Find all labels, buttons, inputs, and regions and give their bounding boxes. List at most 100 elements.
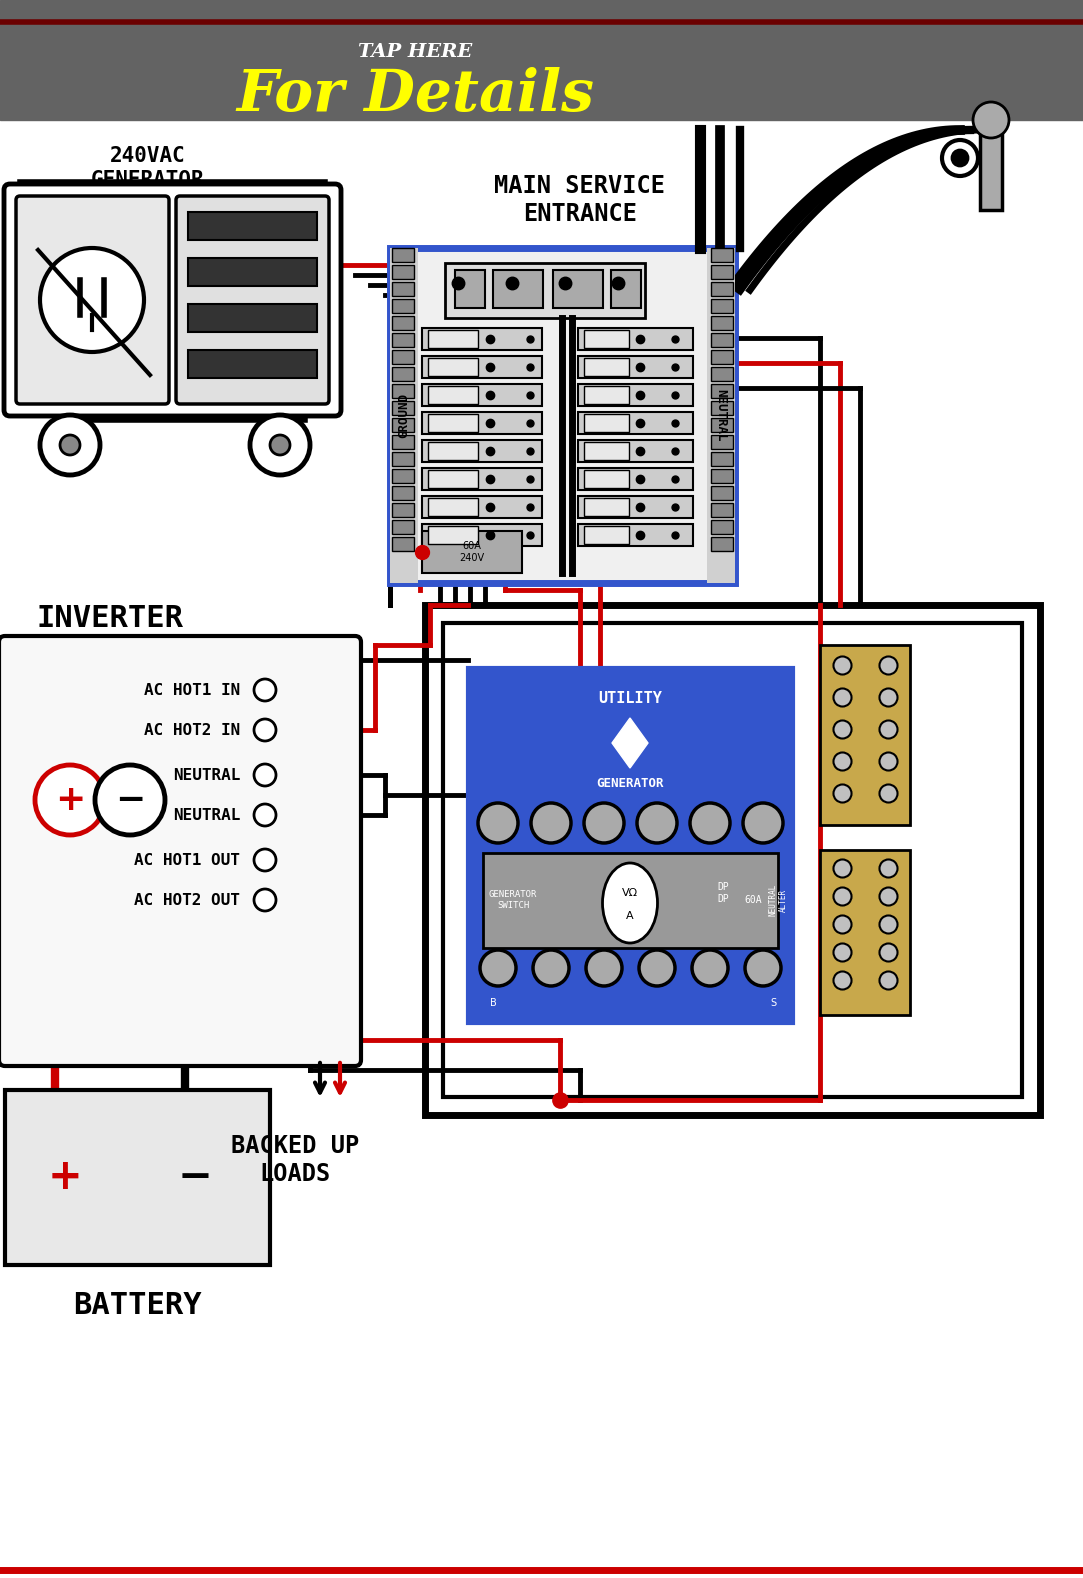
Bar [188, 350, 317, 379]
Bar [445, 264, 645, 319]
Bar [578, 412, 693, 434]
Circle shape [745, 950, 781, 986]
Circle shape [35, 765, 105, 835]
Bar [712, 537, 733, 551]
Text: NEUTRAL: NEUTRAL [172, 808, 240, 822]
Bar [578, 469, 693, 491]
Bar [392, 298, 414, 312]
Circle shape [952, 150, 968, 166]
Circle shape [637, 803, 677, 843]
Bar [392, 486, 414, 500]
FancyBboxPatch shape [16, 196, 169, 404]
Text: NEUTRAL: NEUTRAL [172, 767, 240, 783]
Bar [392, 469, 414, 483]
Text: 60A: 60A [744, 895, 761, 906]
Text: 240VAC
GENERATOR: 240VAC GENERATOR [91, 147, 205, 189]
Bar [392, 265, 414, 279]
Bar [712, 333, 733, 347]
Bar [428, 470, 478, 488]
Bar [422, 412, 542, 434]
Circle shape [255, 805, 276, 825]
Circle shape [40, 415, 100, 475]
Text: AC HOT2 IN: AC HOT2 IN [144, 723, 240, 737]
Bar [422, 469, 542, 491]
Circle shape [270, 436, 290, 454]
Bar [712, 401, 733, 415]
Bar [483, 854, 778, 948]
Circle shape [40, 248, 144, 352]
Bar [712, 486, 733, 500]
Text: B: B [490, 997, 496, 1008]
Bar [392, 248, 414, 262]
Bar [578, 440, 693, 462]
Bar [584, 358, 629, 376]
Bar [493, 270, 543, 308]
Text: TAP HERE: TAP HERE [357, 43, 472, 62]
Bar [428, 330, 478, 349]
Bar [188, 211, 317, 240]
Bar [584, 413, 629, 432]
Bar [712, 282, 733, 297]
Bar [392, 451, 414, 466]
Bar [422, 532, 522, 573]
Circle shape [255, 764, 276, 786]
Circle shape [531, 803, 571, 843]
Bar [712, 418, 733, 432]
Text: BACKED UP
LOADS: BACKED UP LOADS [231, 1135, 360, 1187]
Bar [980, 120, 1002, 210]
Bar [584, 525, 629, 544]
Bar [712, 265, 733, 279]
Bar [188, 305, 317, 331]
Bar [428, 525, 478, 544]
Bar [712, 248, 733, 262]
Bar [428, 442, 478, 461]
Circle shape [973, 103, 1009, 137]
Bar [422, 495, 542, 518]
Bar [820, 645, 910, 825]
Text: AC HOT2 OUT: AC HOT2 OUT [134, 893, 240, 907]
Bar [584, 387, 629, 404]
Circle shape [255, 849, 276, 871]
Bar [712, 368, 733, 380]
Bar [422, 524, 542, 546]
Bar [707, 248, 735, 582]
Bar [443, 623, 1022, 1097]
Text: −: − [115, 783, 145, 817]
Bar [584, 330, 629, 349]
Bar [188, 257, 317, 286]
Text: For Details: For Details [236, 66, 593, 123]
Text: INVERTER: INVERTER [37, 603, 183, 633]
Bar [584, 499, 629, 516]
Bar [392, 521, 414, 533]
Text: +: + [55, 783, 86, 817]
Bar [392, 282, 414, 297]
Text: BATTERY: BATTERY [73, 1291, 201, 1319]
Circle shape [533, 950, 569, 986]
Circle shape [639, 950, 675, 986]
Circle shape [690, 803, 730, 843]
Ellipse shape [602, 863, 657, 944]
Circle shape [255, 888, 276, 911]
Bar [712, 436, 733, 450]
Bar [553, 270, 603, 308]
FancyBboxPatch shape [0, 636, 361, 1067]
Bar [0, 0, 1083, 120]
Bar [425, 604, 1040, 1116]
Text: 60A
240V: 60A 240V [459, 541, 484, 563]
Bar [392, 436, 414, 450]
Text: S: S [770, 997, 777, 1008]
Circle shape [255, 679, 276, 701]
Bar [392, 503, 414, 518]
Bar [712, 469, 733, 483]
Text: DP
DP: DP DP [717, 882, 729, 904]
Bar [578, 357, 693, 379]
FancyBboxPatch shape [177, 196, 329, 404]
Bar [712, 298, 733, 312]
FancyBboxPatch shape [4, 185, 341, 417]
Text: GENERATOR: GENERATOR [597, 776, 664, 789]
Text: MAIN SERVICE
ENTRANCE: MAIN SERVICE ENTRANCE [495, 174, 665, 226]
Circle shape [480, 950, 516, 986]
Text: VΩ: VΩ [622, 888, 638, 898]
Bar [392, 537, 414, 551]
Bar [712, 521, 733, 533]
